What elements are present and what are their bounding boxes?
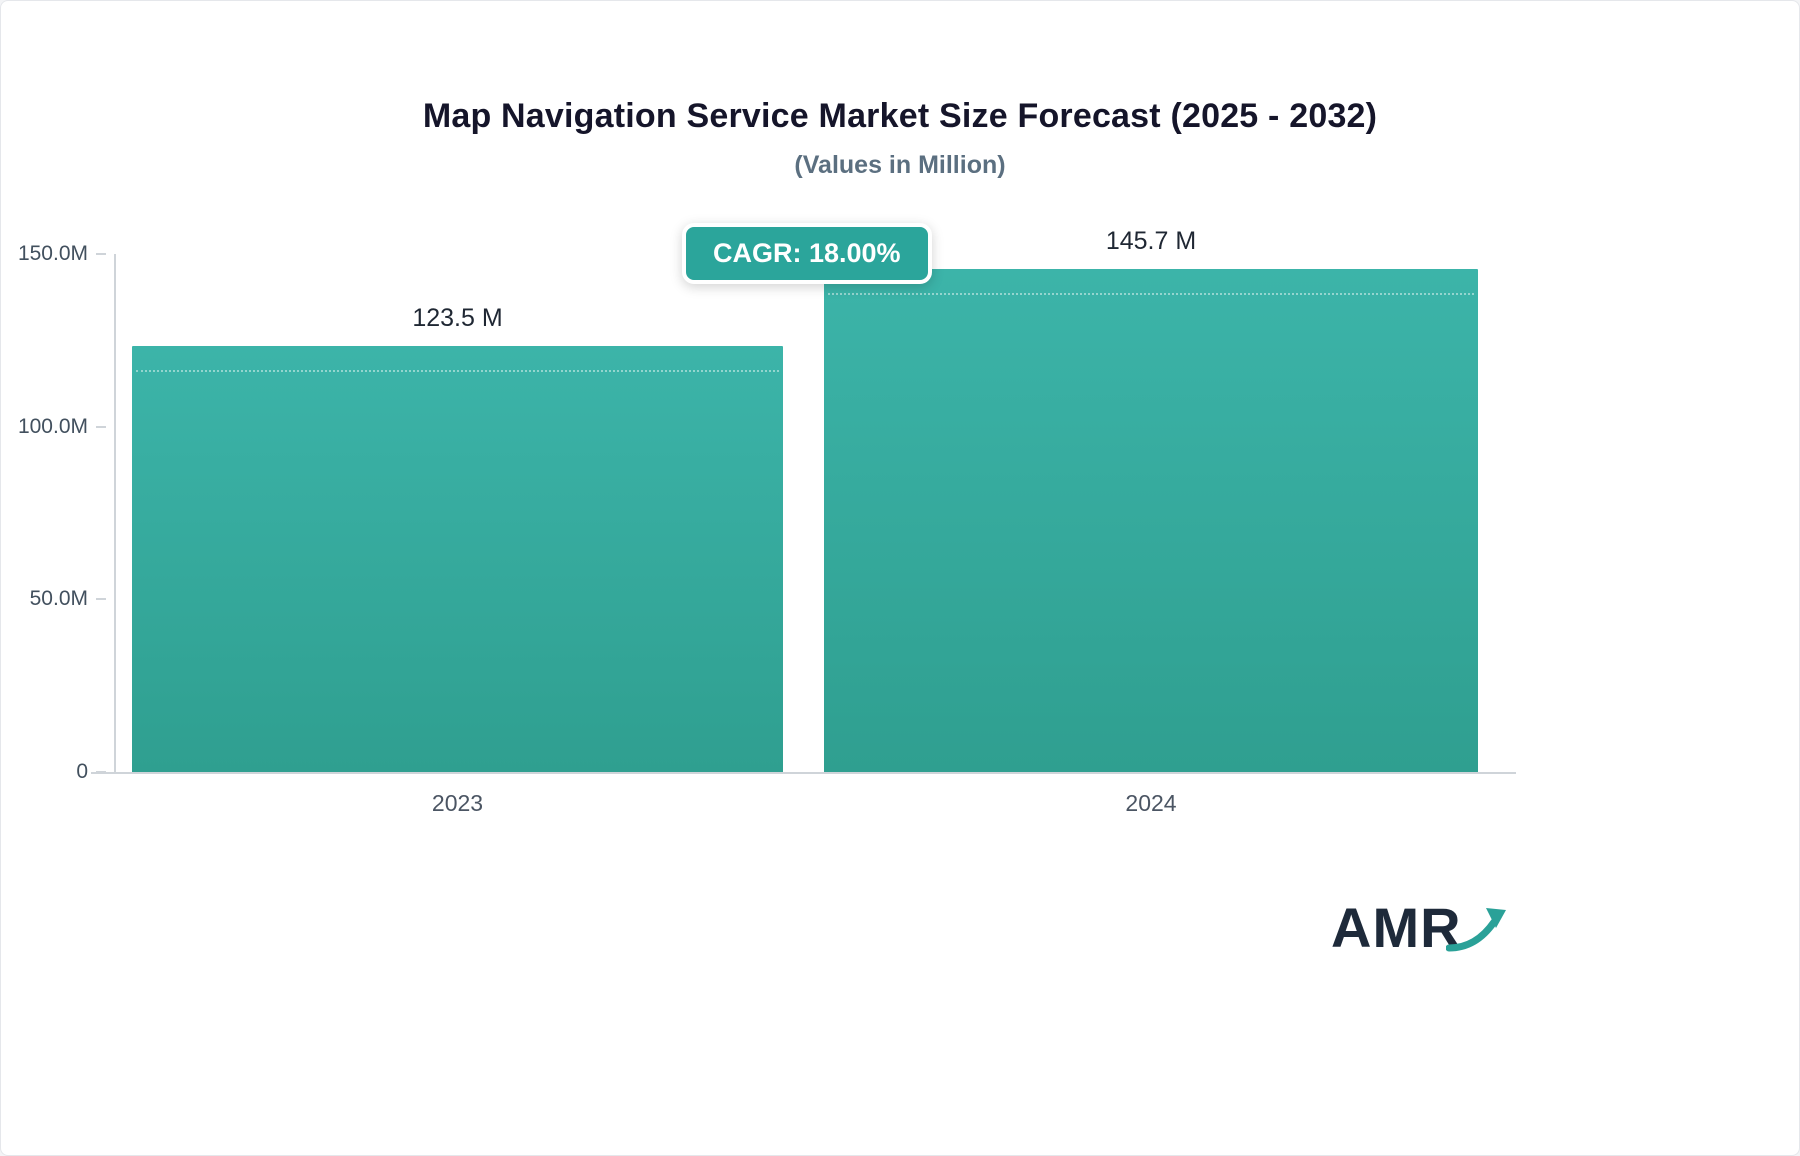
y-tick: 0 — [76, 760, 106, 784]
chart-subtitle: (Values in Million) — [794, 151, 1006, 179]
y-tick: 100.0M — [18, 415, 106, 439]
y-tick-label: 150.0M — [17, 242, 88, 265]
y-tick-label: 100.0M — [17, 414, 88, 438]
y-tick: 150.0M — [18, 242, 106, 266]
y-tick-mark — [96, 425, 106, 428]
bar-2024 — [824, 269, 1478, 772]
y-axis-line — [114, 254, 116, 772]
x-axis-line — [91, 772, 1516, 774]
x-category-label: 2024 — [1125, 790, 1177, 816]
growth-arrow-icon — [1445, 906, 1508, 961]
y-tick-label: 0 — [76, 760, 88, 783]
x-category-label: 2023 — [431, 790, 484, 816]
bar-value-label: 123.5 M — [412, 304, 503, 332]
y-tick-mark — [96, 598, 106, 601]
cagr-badge: CAGR: 18.00% — [682, 223, 932, 284]
bar-2023 — [132, 346, 783, 772]
bar-group-2024: 145.7 M 2024 — [824, 227, 1478, 816]
y-tick: 50.0M — [30, 587, 106, 611]
bar-dotted-line — [828, 293, 1474, 295]
y-tick-mark — [96, 771, 106, 773]
bar-group-2023: 123.5 M 2023 — [132, 304, 783, 816]
y-tick-mark — [96, 253, 106, 255]
chart-title: Map Navigation Service Market Size Forec… — [422, 97, 1378, 135]
amr-logo-text: AMR — [1331, 896, 1462, 959]
plot-area: 150.0M 100.0M 50.0M 0 123.5 M 2023 145.7… — [18, 227, 1516, 816]
y-tick-label: 50.0M — [29, 587, 88, 611]
amr-logo: AMR — [1331, 895, 1508, 960]
bar-value-label: 145.7 M — [1105, 227, 1197, 255]
bar-dotted-line — [136, 370, 779, 372]
